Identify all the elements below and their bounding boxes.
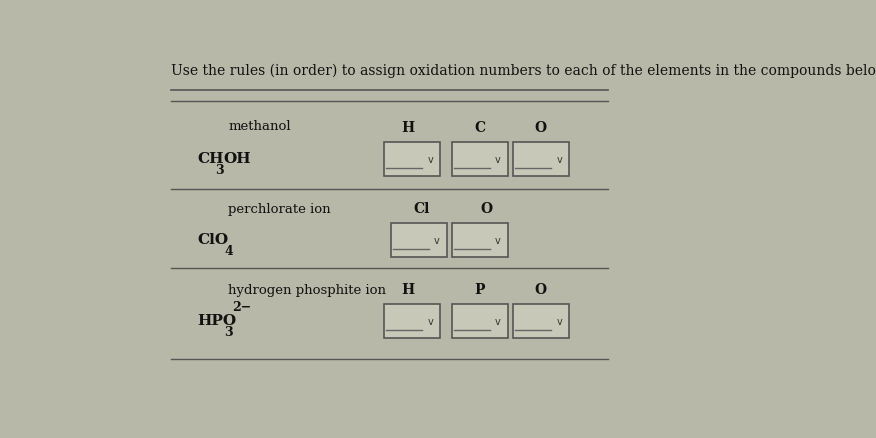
FancyBboxPatch shape xyxy=(385,142,440,176)
Text: O: O xyxy=(534,121,547,135)
FancyBboxPatch shape xyxy=(392,223,447,257)
Text: methanol: methanol xyxy=(229,120,291,133)
Text: 3: 3 xyxy=(215,164,224,177)
Text: v: v xyxy=(427,318,433,327)
Text: H: H xyxy=(402,283,414,297)
Text: C: C xyxy=(474,121,485,135)
Text: hydrogen phosphite ion: hydrogen phosphite ion xyxy=(229,284,386,297)
Text: v: v xyxy=(495,237,501,247)
FancyBboxPatch shape xyxy=(452,223,508,257)
Text: v: v xyxy=(434,237,440,247)
Text: HPO: HPO xyxy=(198,314,237,328)
Text: O: O xyxy=(480,202,492,216)
Text: v: v xyxy=(556,318,562,327)
Text: H: H xyxy=(402,121,414,135)
Text: 3: 3 xyxy=(224,326,233,339)
Text: v: v xyxy=(556,155,562,166)
Text: 2−: 2− xyxy=(232,301,251,314)
Text: Cl: Cl xyxy=(413,202,430,216)
FancyBboxPatch shape xyxy=(452,142,508,176)
Text: v: v xyxy=(427,155,433,166)
FancyBboxPatch shape xyxy=(513,304,569,338)
Text: perchlorate ion: perchlorate ion xyxy=(229,203,331,216)
Text: Use the rules (in order) to assign oxidation numbers to each of the elements in : Use the rules (in order) to assign oxida… xyxy=(171,64,876,78)
Text: v: v xyxy=(495,318,501,327)
FancyBboxPatch shape xyxy=(452,304,508,338)
Text: O: O xyxy=(534,283,547,297)
Text: v: v xyxy=(495,155,501,166)
Text: CH: CH xyxy=(198,152,224,166)
FancyBboxPatch shape xyxy=(513,142,569,176)
Text: OH: OH xyxy=(223,152,251,166)
Text: 4: 4 xyxy=(224,245,233,258)
Text: P: P xyxy=(474,283,484,297)
FancyBboxPatch shape xyxy=(385,304,440,338)
Text: ClO: ClO xyxy=(198,233,229,247)
